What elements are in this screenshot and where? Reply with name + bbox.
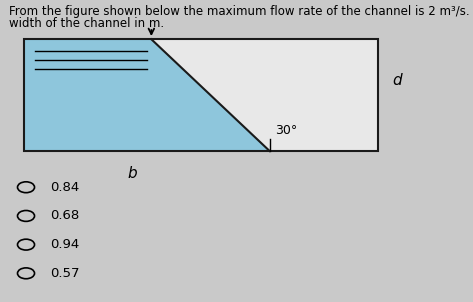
Text: 30°: 30° (275, 124, 298, 137)
Text: width of the channel in m.: width of the channel in m. (9, 17, 165, 30)
Text: 0.57: 0.57 (50, 267, 79, 280)
Text: 0.84: 0.84 (50, 181, 79, 194)
Polygon shape (151, 39, 378, 151)
Polygon shape (24, 39, 270, 151)
Text: 0.94: 0.94 (50, 238, 79, 251)
Text: 0.68: 0.68 (50, 209, 79, 223)
Text: From the figure shown below the maximum flow rate of the channel is 2 m³/s. Dete: From the figure shown below the maximum … (9, 5, 473, 18)
Text: b: b (128, 166, 137, 181)
Text: d: d (393, 72, 402, 88)
